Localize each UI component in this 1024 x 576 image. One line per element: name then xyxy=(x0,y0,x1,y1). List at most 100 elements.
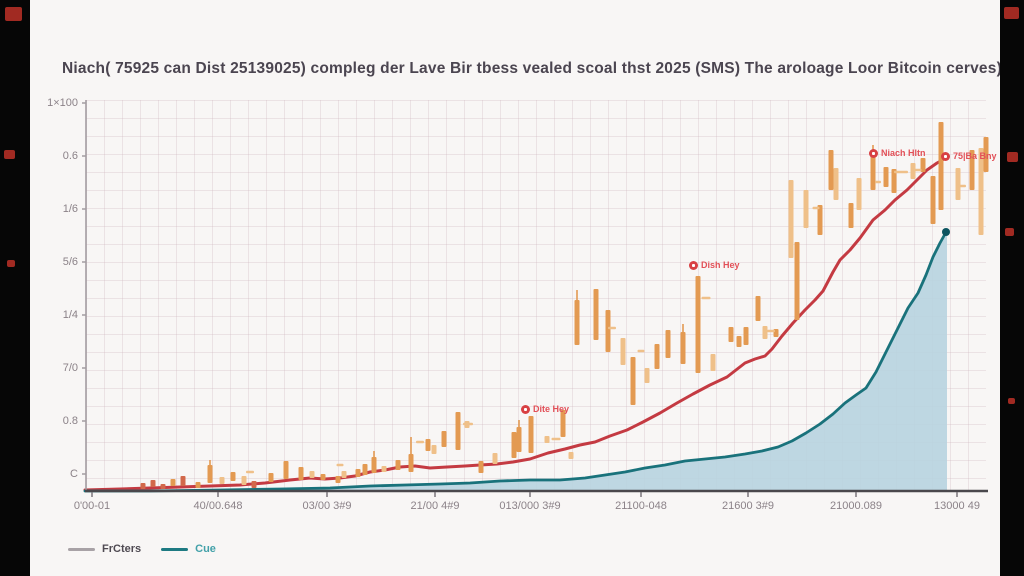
candle-body xyxy=(544,436,550,443)
candle-dash xyxy=(336,463,344,467)
volume-line xyxy=(83,230,949,493)
artifact-speck xyxy=(1005,228,1014,236)
candle-dash xyxy=(551,437,561,441)
callout-label: Niach Hltn xyxy=(881,148,926,158)
candle-body xyxy=(478,461,484,473)
candle-body xyxy=(883,167,889,187)
chart-legend: FrCters Cue xyxy=(68,543,216,555)
candle-body xyxy=(856,178,862,210)
candle-body xyxy=(395,460,401,470)
y-tick-label: C xyxy=(70,468,78,480)
candle-body xyxy=(341,471,347,478)
volume-end-marker xyxy=(942,228,950,236)
price-callout: 75|Ba Bny xyxy=(941,151,997,161)
x-tick-label: 40/00.648 xyxy=(193,500,243,512)
candle-body xyxy=(665,330,671,358)
candle-body xyxy=(743,327,749,345)
candle-body xyxy=(230,472,236,481)
y-tick-label: 1/4 xyxy=(62,309,78,321)
artifact-speck xyxy=(1007,152,1018,162)
candle-body xyxy=(605,310,611,352)
candle-body xyxy=(978,148,984,235)
candle-body xyxy=(335,476,341,483)
candle-body xyxy=(817,205,823,235)
candle-body xyxy=(680,332,686,364)
candle-body xyxy=(425,439,431,451)
candle-body xyxy=(320,474,326,480)
y-tick-label: 1/6 xyxy=(62,203,78,215)
candle-body xyxy=(268,473,274,482)
candle-body xyxy=(140,483,146,489)
legend-item: Cue xyxy=(161,543,216,555)
y-tick-label: 0.6 xyxy=(62,150,78,162)
candle-body xyxy=(528,416,534,453)
legend-label: Cue xyxy=(195,543,216,555)
x-tick-label: 03/00 3#9 xyxy=(302,500,352,512)
candle-body xyxy=(170,479,176,486)
candle-body xyxy=(833,168,839,200)
candle-dash xyxy=(812,206,820,210)
price-callout: Dite Hey xyxy=(521,404,569,414)
candle-body xyxy=(283,461,289,479)
candle-body xyxy=(511,432,517,458)
candle-body xyxy=(794,242,800,320)
callout-badge-icon xyxy=(869,148,878,158)
x-tick-label: 21/00 4#9 xyxy=(410,500,460,512)
y-tick-label: 0.8 xyxy=(62,415,78,427)
candle-body xyxy=(431,445,437,454)
candle-dash xyxy=(637,349,645,353)
candle-body xyxy=(560,410,566,437)
x-tick-label: 21100-048 xyxy=(615,500,667,512)
candle-body xyxy=(251,481,257,488)
candle-body xyxy=(930,176,936,224)
candle-body xyxy=(381,466,387,472)
x-tick-label: 13000 49 xyxy=(934,500,980,512)
candle-body xyxy=(355,469,361,477)
candle-dash xyxy=(246,470,254,474)
candle-dash xyxy=(875,180,881,184)
candle-body xyxy=(309,471,315,478)
legend-swatch-icon xyxy=(161,547,189,551)
candle-dash xyxy=(894,170,908,174)
candle-body xyxy=(920,158,926,172)
artifact-speck xyxy=(1004,7,1019,19)
price-line xyxy=(83,156,948,492)
candle-body xyxy=(870,152,876,190)
candle-body xyxy=(630,357,636,405)
callout-label: Dish Hey xyxy=(701,260,740,270)
candle-body xyxy=(362,464,368,475)
candle-body xyxy=(891,169,897,193)
chart-title: Niach( 75925 can Dist 25139025) compleg … xyxy=(62,60,1002,77)
candle-body xyxy=(736,336,742,347)
candle-body xyxy=(516,427,522,452)
candle-body xyxy=(828,150,834,190)
candle-body xyxy=(710,354,716,371)
candle-dash xyxy=(463,422,473,426)
candle-body xyxy=(298,467,304,480)
y-tick-label: 1×100 xyxy=(47,97,78,109)
candle-body xyxy=(455,412,461,450)
price-callout: Dish Hey xyxy=(689,260,740,270)
letterbox-right xyxy=(1000,0,1024,576)
candle-body xyxy=(755,296,761,321)
candle-body xyxy=(492,453,498,464)
legend-label: FrCters xyxy=(102,543,142,555)
candle-body xyxy=(195,482,201,488)
candle-dash xyxy=(701,296,711,300)
candle-dash xyxy=(958,184,966,188)
x-tick-label: 013/000 3#9 xyxy=(499,500,561,512)
candle-body xyxy=(848,203,854,228)
y-tick-label: 7/0 xyxy=(62,362,78,374)
artifact-speck xyxy=(5,7,22,21)
candle-body xyxy=(938,122,944,210)
candle-body xyxy=(574,300,580,345)
candle-body xyxy=(762,326,768,339)
candle-body xyxy=(219,477,225,484)
callout-label: 75|Ba Bny xyxy=(953,151,997,161)
candle-dash xyxy=(608,326,616,330)
candle-body xyxy=(728,327,734,342)
candle-dash xyxy=(914,168,922,172)
candle-body xyxy=(955,168,961,200)
